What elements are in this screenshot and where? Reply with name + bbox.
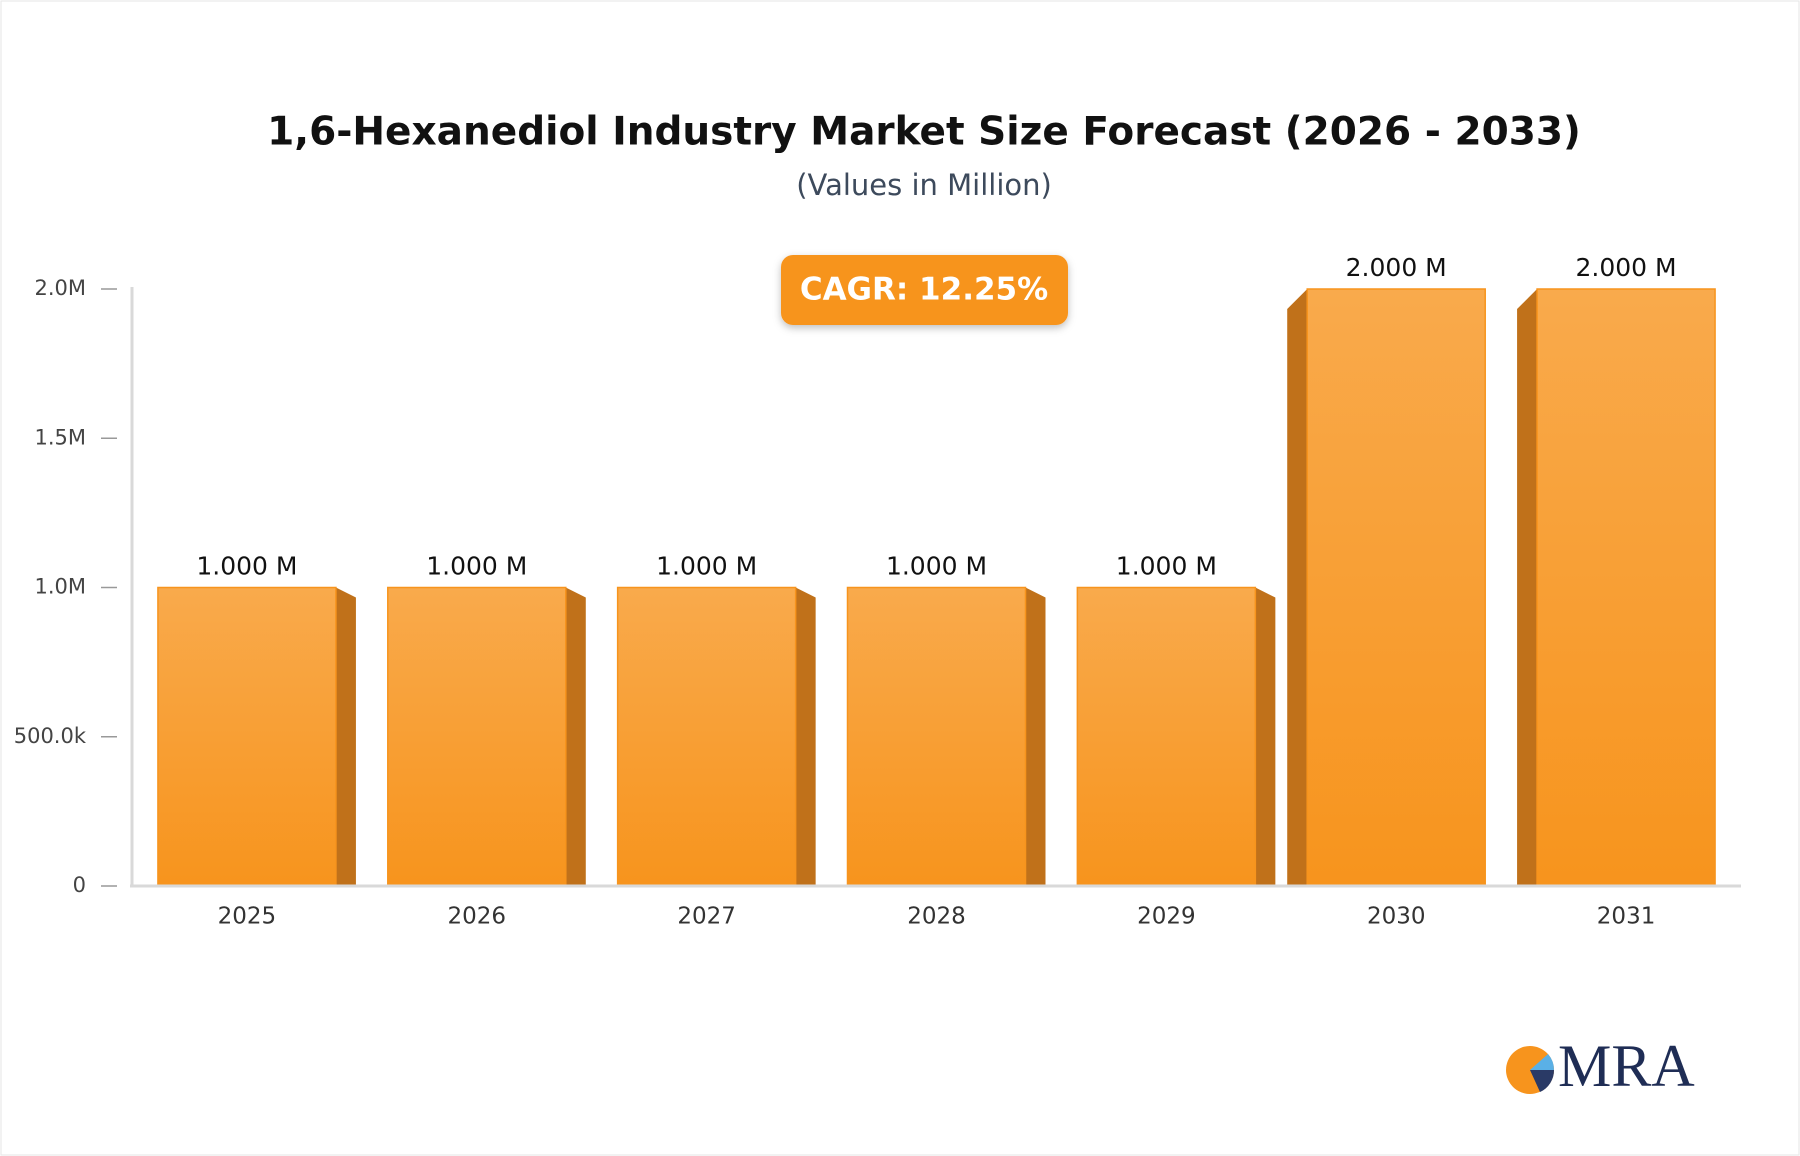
x-tick-label: 2026 bbox=[448, 904, 507, 930]
x-tick-label: 2028 bbox=[907, 904, 966, 930]
y-tick-label: 1.5M bbox=[34, 425, 86, 449]
cagr-text: CAGR: 12.25% bbox=[800, 272, 1048, 308]
bar-side bbox=[565, 587, 586, 886]
bar bbox=[616, 586, 797, 887]
bar bbox=[387, 586, 567, 887]
value-label: 2.000 M bbox=[1346, 253, 1447, 282]
x-tick-label: 2027 bbox=[677, 904, 736, 930]
y-tick-label: 2.0M bbox=[34, 276, 86, 300]
bar-side bbox=[1287, 289, 1308, 886]
bar bbox=[846, 586, 1027, 887]
bar-side bbox=[335, 587, 356, 886]
x-tick-label: 2030 bbox=[1367, 904, 1426, 930]
bar-side bbox=[1517, 289, 1538, 886]
bar-side bbox=[795, 587, 816, 886]
bar bbox=[1536, 288, 1716, 887]
y-tick-label: 1.0M bbox=[34, 575, 86, 599]
logo-slice bbox=[1530, 1070, 1555, 1092]
bar bbox=[157, 586, 337, 887]
value-label: 1.000 M bbox=[196, 552, 297, 581]
logo-text: MRA bbox=[1558, 1033, 1695, 1099]
bar bbox=[1306, 288, 1486, 887]
chart-subtitle: (Values in Million) bbox=[796, 168, 1052, 202]
x-tick-label: 2025 bbox=[218, 904, 277, 930]
bar-side bbox=[1025, 587, 1046, 886]
chart-title: 1,6-Hexanediol Industry Market Size Fore… bbox=[267, 110, 1581, 155]
value-label: 1.000 M bbox=[886, 552, 987, 581]
value-label: 1.000 M bbox=[426, 552, 527, 581]
x-tick-label: 2031 bbox=[1597, 904, 1656, 930]
value-label: 1.000 M bbox=[656, 552, 757, 581]
logo-slice bbox=[1530, 1054, 1555, 1070]
value-label: 2.000 M bbox=[1576, 253, 1677, 282]
logo: MRA bbox=[1506, 1033, 1695, 1099]
value-label: 1.000 M bbox=[1116, 552, 1217, 581]
bar-side bbox=[1255, 587, 1276, 886]
cagr-badge bbox=[781, 255, 1068, 325]
x-tick-label: 2029 bbox=[1137, 904, 1196, 930]
y-tick-label: 0 bbox=[73, 873, 86, 897]
bar bbox=[1076, 586, 1257, 887]
y-tick-label: 500.0k bbox=[14, 724, 87, 748]
